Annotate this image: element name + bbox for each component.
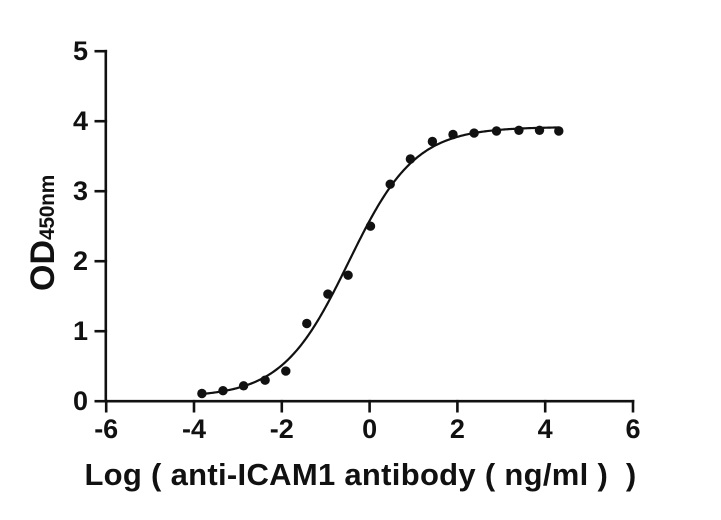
svg-text:6: 6 [625,414,640,444]
svg-text:0: 0 [73,386,88,416]
svg-text:3: 3 [73,176,88,206]
svg-text:2: 2 [450,414,465,444]
svg-text:-6: -6 [94,414,118,444]
svg-text:4: 4 [73,106,88,136]
svg-text:1: 1 [73,316,88,346]
svg-text:5: 5 [73,36,88,66]
svg-text:4: 4 [538,414,553,444]
svg-text:-2: -2 [270,414,294,444]
svg-text:0: 0 [362,414,377,444]
svg-text:-4: -4 [182,414,206,444]
svg-text:2: 2 [73,246,88,276]
